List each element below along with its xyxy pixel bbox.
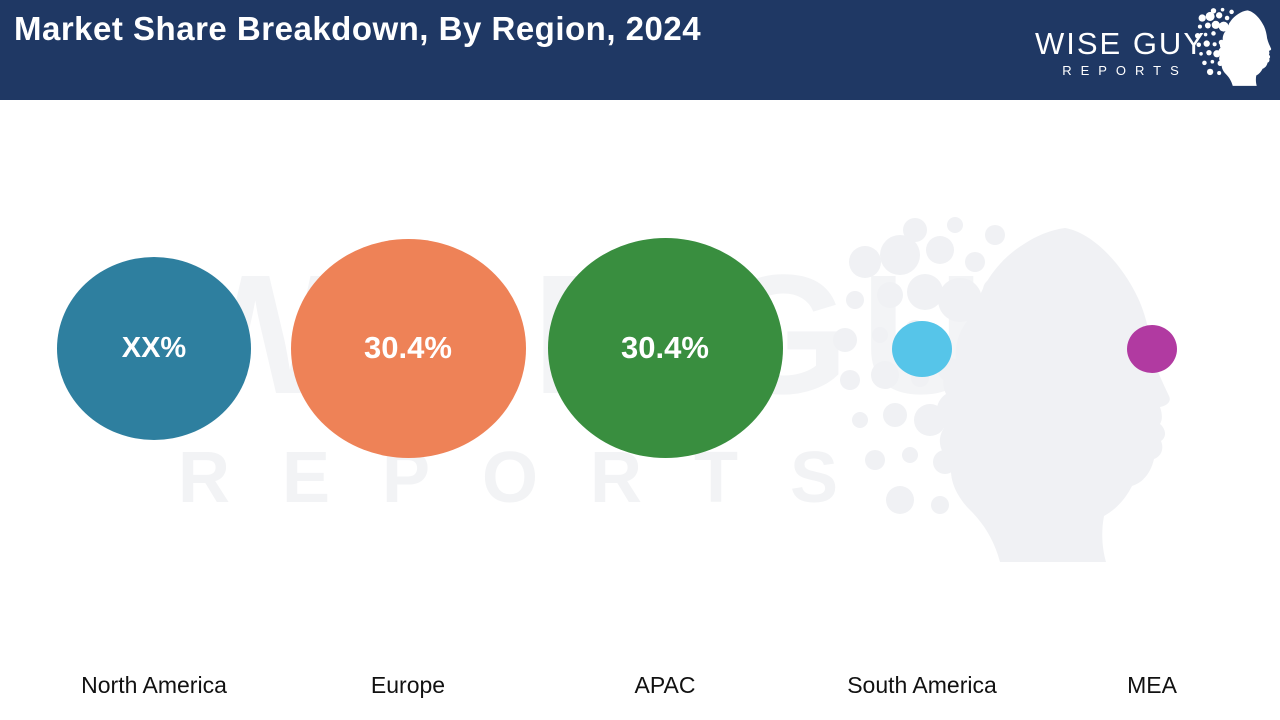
bubble-value: XX% <box>121 331 187 364</box>
region-label-europe: Europe <box>370 672 446 698</box>
header-bar: Market Share Breakdown, By Region, 2024 … <box>0 0 1280 100</box>
region-label-south-america: South America <box>847 672 997 698</box>
logo-wordmark: WISE GUY <box>1034 25 1206 61</box>
region-label-mea: MEA <box>1127 672 1177 698</box>
bubble-value: 30.4% <box>364 330 452 365</box>
region-label-apac: APAC <box>634 672 696 698</box>
head-profile-icon <box>1194 7 1272 86</box>
region-label-north-america: North America <box>81 672 227 698</box>
logo-subtext: REPORTS <box>1062 63 1188 79</box>
bubble-europe: 30.4% <box>290 238 526 458</box>
logo-text: WISE GUY REPORTS <box>1034 25 1206 79</box>
bubble-apac: 30.4% <box>547 238 783 458</box>
bubble-value: 30.4% <box>621 330 709 365</box>
page-title: Market Share Breakdown, By Region, 2024 <box>14 10 702 47</box>
wiseguy-logo: WISE GUY REPORTS <box>1035 6 1278 88</box>
bubble-north-america: XX% <box>57 256 251 440</box>
